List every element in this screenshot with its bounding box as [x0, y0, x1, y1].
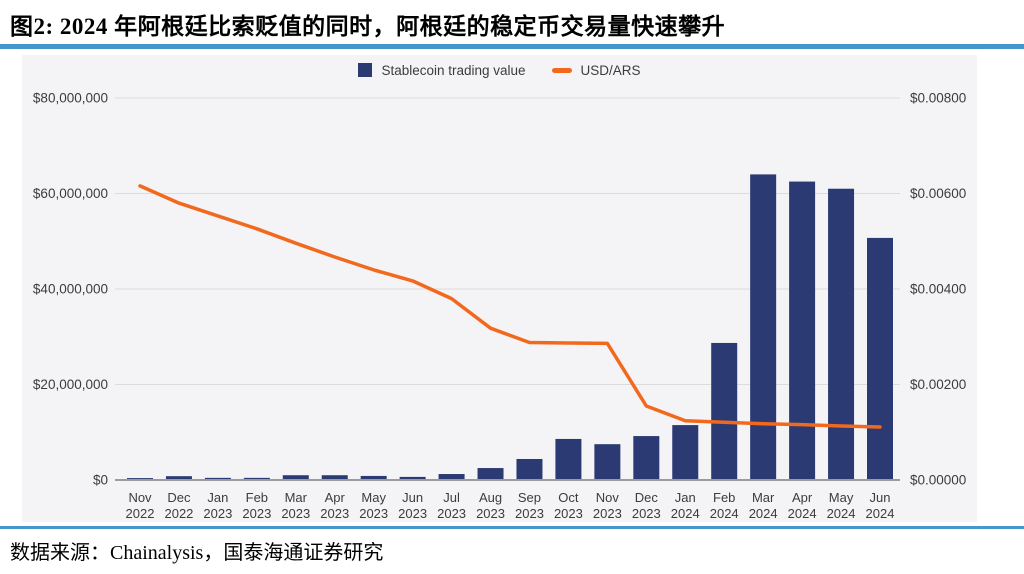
x-label-month: Feb	[713, 490, 735, 505]
x-label-year: 2023	[554, 506, 583, 521]
x-label-month: Dec	[635, 490, 659, 505]
x-label-month: Oct	[558, 490, 579, 505]
x-label-month: Apr	[325, 490, 346, 505]
x-label-year: 2024	[671, 506, 700, 521]
bar-aug-2023	[477, 468, 504, 480]
bar-mar-2024	[750, 174, 777, 480]
x-label-month: Nov	[596, 490, 620, 505]
bar-may-2024	[828, 188, 855, 480]
x-label-month: Jul	[443, 490, 460, 505]
x-label-month: Jun	[402, 490, 423, 505]
legend-item-stablecoin: Stablecoin trading value	[358, 62, 526, 78]
bar-mar-2023	[282, 475, 309, 480]
bar-jan-2023	[204, 477, 231, 480]
right-tick-label: $0.00600	[910, 186, 966, 201]
x-label-year: 2022	[164, 506, 193, 521]
left-tick-label: $20,000,000	[33, 377, 108, 392]
x-label-year: 2024	[749, 506, 778, 521]
bar-may-2023	[360, 475, 387, 480]
x-label-month: Feb	[246, 490, 268, 505]
bar-jul-2023	[438, 474, 465, 480]
x-label-year: 2023	[320, 506, 349, 521]
right-tick-label: $0.00000	[910, 473, 966, 488]
legend-bar-label: Stablecoin trading value	[381, 62, 526, 78]
x-label-month: Mar	[752, 490, 775, 505]
bar-feb-2024	[711, 342, 738, 480]
x-label-month: Sep	[518, 490, 541, 505]
line-series-swatch-icon	[551, 67, 572, 73]
data-source-note: 数据来源：Chainalysis，国泰海通证券研究	[10, 542, 384, 564]
legend-item-usdars: USD/ARS	[551, 62, 641, 78]
bar-sep-2023	[516, 458, 543, 480]
x-label-year: 2023	[203, 506, 232, 521]
x-label-year: 2023	[281, 506, 310, 521]
chart-legend: Stablecoin trading value USD/ARS	[22, 61, 977, 79]
bar-apr-2023	[321, 475, 348, 480]
bar-apr-2024	[789, 181, 816, 480]
bar-oct-2023	[555, 438, 582, 480]
chart-area: $0 $20,000,000 $40,000,000 $60,000,000 $80,0…	[22, 55, 977, 522]
x-label-month: Apr	[792, 490, 813, 505]
x-label-year: 2023	[242, 506, 271, 521]
right-tick-label: $0.00800	[910, 91, 966, 106]
x-label-month: Mar	[285, 490, 308, 505]
x-label-year: 2023	[632, 506, 661, 521]
x-label-year: 2023	[359, 506, 388, 521]
x-label-year: 2023	[398, 506, 427, 521]
title-underline-rule	[0, 44, 1024, 49]
bar-series-swatch-icon	[358, 63, 373, 77]
x-label-month: Nov	[128, 490, 152, 505]
x-label-year: 2023	[515, 506, 544, 521]
footer-separator-rule	[0, 526, 1024, 529]
left-tick-label: $40,000,000	[33, 282, 108, 297]
x-label-year: 2024	[827, 506, 856, 521]
x-label-month: May	[361, 490, 386, 505]
left-tick-label: $0	[93, 473, 108, 488]
left-tick-label: $80,000,000	[33, 91, 108, 106]
x-axis-labels: Nov2022Dec2022Jan2023Feb2023Mar2023Apr20…	[126, 490, 895, 521]
figure-title: 图2: 2024 年阿根廷比索贬值的同时，阿根廷的稳定币交易量快速攀升	[10, 14, 726, 39]
bar-dec-2023	[633, 436, 660, 480]
x-label-month: May	[829, 490, 854, 505]
bar-feb-2023	[243, 477, 270, 480]
x-label-year: 2024	[788, 506, 817, 521]
bar-series	[127, 174, 893, 480]
x-label-year: 2022	[126, 506, 155, 521]
bar-nov-2023	[594, 444, 621, 480]
bar-dec-2022	[165, 476, 192, 480]
x-label-year: 2023	[437, 506, 466, 521]
x-label-month: Aug	[479, 490, 502, 505]
x-label-year: 2024	[866, 506, 895, 521]
right-tick-label: $0.00400	[910, 282, 966, 297]
left-axis-ticks: $0 $20,000,000 $40,000,000 $60,000,000 $80,0…	[33, 91, 108, 488]
x-label-month: Jan	[675, 490, 696, 505]
right-tick-label: $0.00200	[910, 377, 966, 392]
x-label-month: Jan	[207, 490, 228, 505]
bar-jun-2023	[399, 476, 426, 480]
stablecoin-usdars-chart: $0 $20,000,000 $40,000,000 $60,000,000 $80,0…	[33, 91, 966, 522]
bar-jun-2024	[867, 237, 893, 480]
bar-jan-2024	[672, 425, 699, 480]
x-label-year: 2024	[710, 506, 739, 521]
x-label-month: Dec	[167, 490, 191, 505]
gridlines	[115, 97, 900, 385]
legend-line-label: USD/ARS	[580, 62, 641, 78]
x-label-month: Jun	[870, 490, 891, 505]
right-axis-ticks: $0.00000 $0.00200 $0.00400 $0.00600 $0.00800	[910, 91, 966, 488]
x-label-year: 2023	[593, 506, 622, 521]
x-label-year: 2023	[476, 506, 505, 521]
usdars-line	[138, 184, 882, 429]
left-tick-label: $60,000,000	[33, 186, 108, 201]
